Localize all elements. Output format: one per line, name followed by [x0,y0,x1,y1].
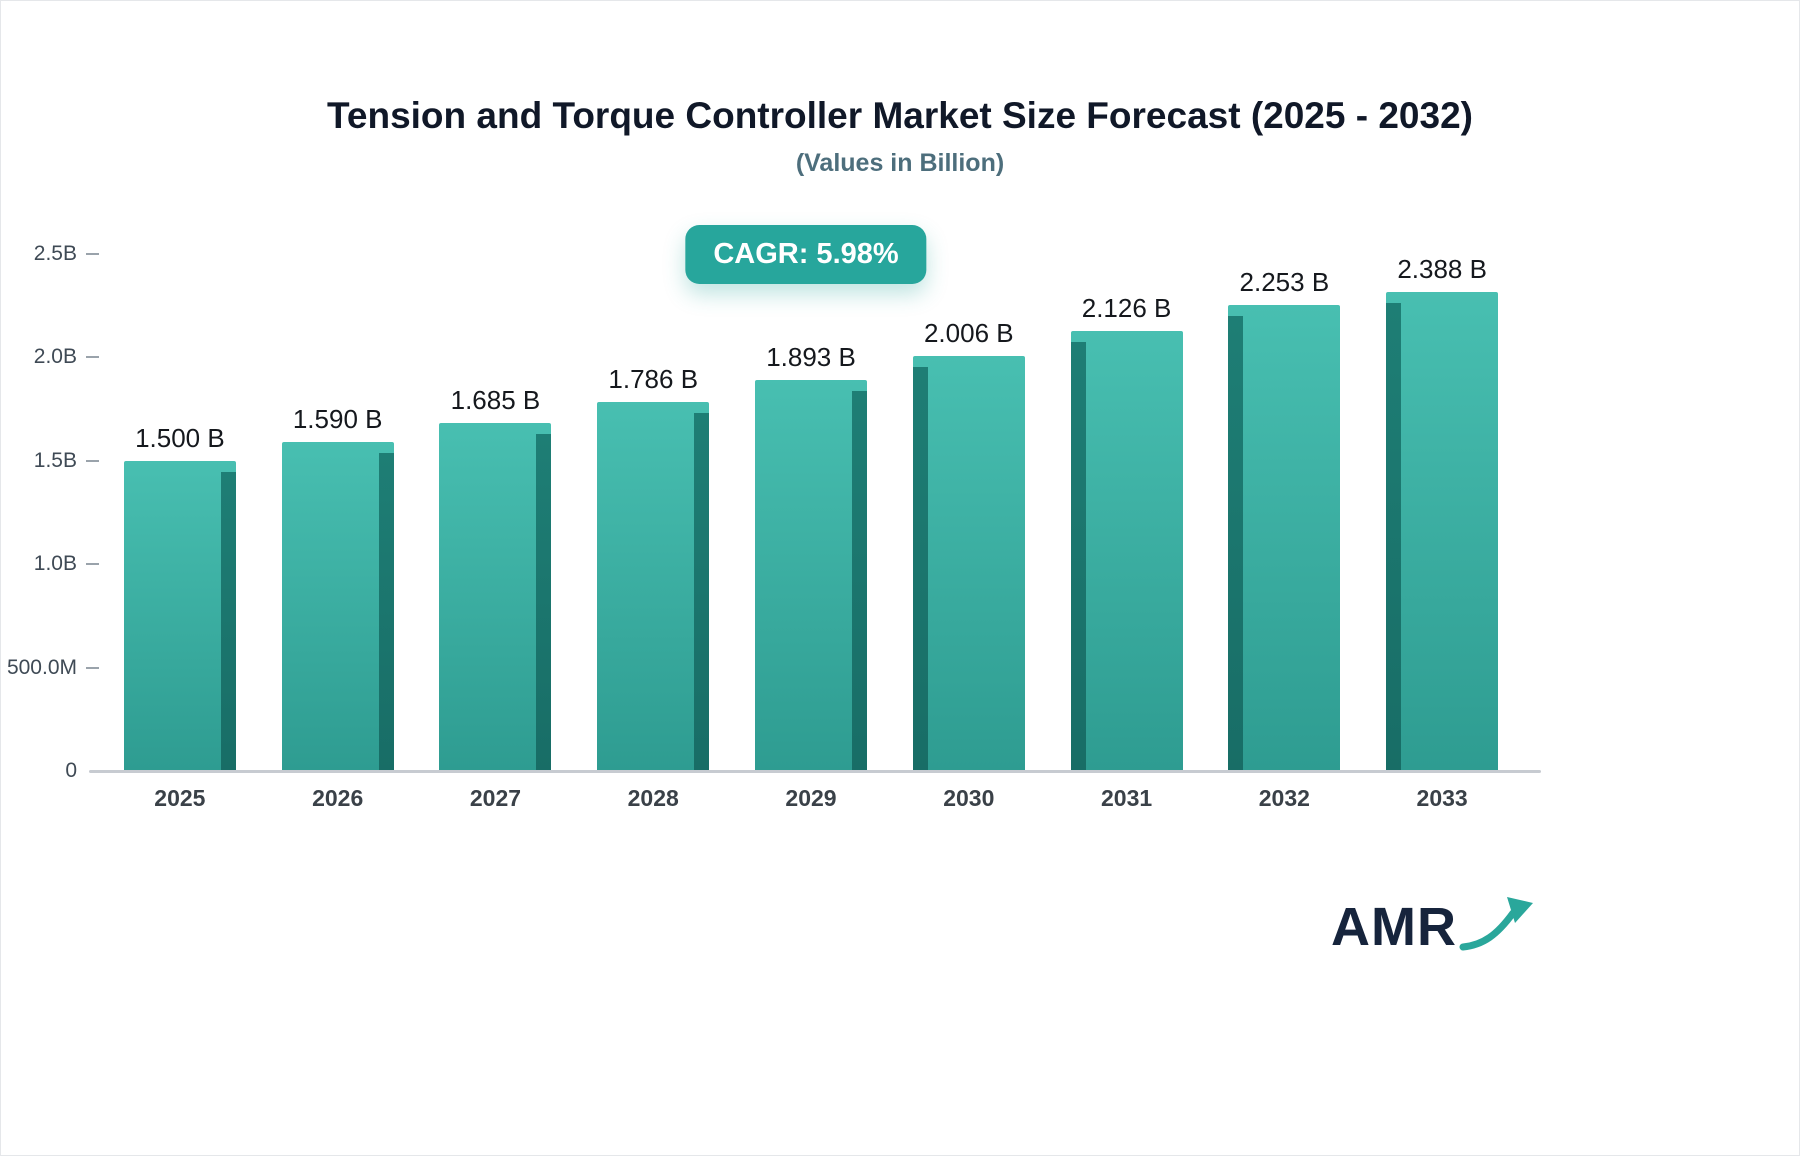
y-tick-mark [86,459,99,462]
x-axis-label-2030: 2030 [943,785,995,811]
bar-2026[interactable] [281,442,394,771]
bar-side-face [912,367,928,771]
bar-value-label: 1.500 B [135,422,225,453]
x-axis-baseline [89,770,1541,773]
bar-side-face [1386,303,1402,771]
bar-side-face [220,471,236,771]
chart-subtitle: (Values in Billion) [795,149,1005,177]
brand-logo: AMR [1331,897,1551,967]
x-axis-labels: 2025 2026 2027 2028 2029 2030 2031 2032 2033 [101,785,1521,812]
bar-2029[interactable] [755,379,868,771]
bar-value-label: 2.126 B [1081,293,1172,324]
cagr-badge: CAGR: 5.98% [685,225,927,284]
y-tick-mark [86,253,99,255]
x-axis-label-2026: 2026 [312,785,364,811]
y-tick-label: 0 [65,759,77,782]
bar-side-face [694,412,710,771]
bar-value-label: 2.006 B [923,318,1014,349]
bar-side-face [852,390,868,771]
x-axis-label-2031: 2031 [1100,785,1153,811]
x-axis-label-2029: 2029 [785,785,837,811]
bar-2033[interactable] [1386,292,1499,771]
bar-side-face [1070,342,1086,771]
bar-2031[interactable] [1070,331,1183,771]
bar-column: 1.685 B [417,254,575,771]
y-tick-label: 2.5B [33,242,77,265]
bar-value-label: 1.893 B [766,341,856,372]
bar-column: 2.006 B [890,254,1048,771]
bar-value-label: 1.590 B [292,404,383,435]
bar-2025[interactable] [123,460,236,771]
bar-2027[interactable] [439,422,552,771]
y-tick-label: 1.0B [33,552,77,576]
bar-column: 2.388 B [1363,254,1521,771]
x-axis-label-2025: 2025 [154,785,206,811]
growth-arrow-icon [1459,897,1533,951]
bar-column: 2.253 B [1205,254,1363,771]
chart-title: Tension and Torque Controller Market Siz… [327,95,1473,136]
brand-logo-text: AMR [1331,897,1457,957]
y-axis: 2.5B 2.0B 1.5B 1.0B 500.0M 0 [1,242,101,782]
bar-2030[interactable] [912,356,1025,771]
x-axis-label-2033: 2033 [1416,785,1468,811]
bar-value-label: 2.253 B [1239,267,1330,298]
x-axis-label-2032: 2032 [1258,785,1310,811]
y-tick-label: 1.5B [33,448,77,472]
bar-side-face [536,433,552,771]
bar-value-label: 1.786 B [608,363,699,394]
bar-column: 1.500 B [101,254,259,771]
bar-2028[interactable] [597,401,710,771]
y-tick-mark [86,563,99,566]
y-tick-label: 500.0M [6,655,77,679]
y-tick-mark [86,666,99,669]
bar-column: 1.590 B [259,254,417,771]
bar-side-face [378,453,394,771]
bar-2032[interactable] [1228,305,1341,771]
bar-column: 1.893 B [732,254,890,771]
plot-area: 1.500 B 1.590 B 1.685 B 1.786 B 1.893 B 2.006… [101,254,1521,771]
bar-column: 1.786 B [574,254,732,771]
x-axis-label-2028: 2028 [627,785,679,811]
bar-value-label: 2.388 B [1397,254,1487,284]
y-tick-label: 2.0B [33,345,77,369]
bar-column: 2.126 B [1048,254,1206,771]
bar-value-label: 1.685 B [450,384,541,415]
y-tick-mark [86,356,99,359]
bar-side-face [1228,316,1244,771]
x-axis-label-2027: 2027 [469,785,522,811]
